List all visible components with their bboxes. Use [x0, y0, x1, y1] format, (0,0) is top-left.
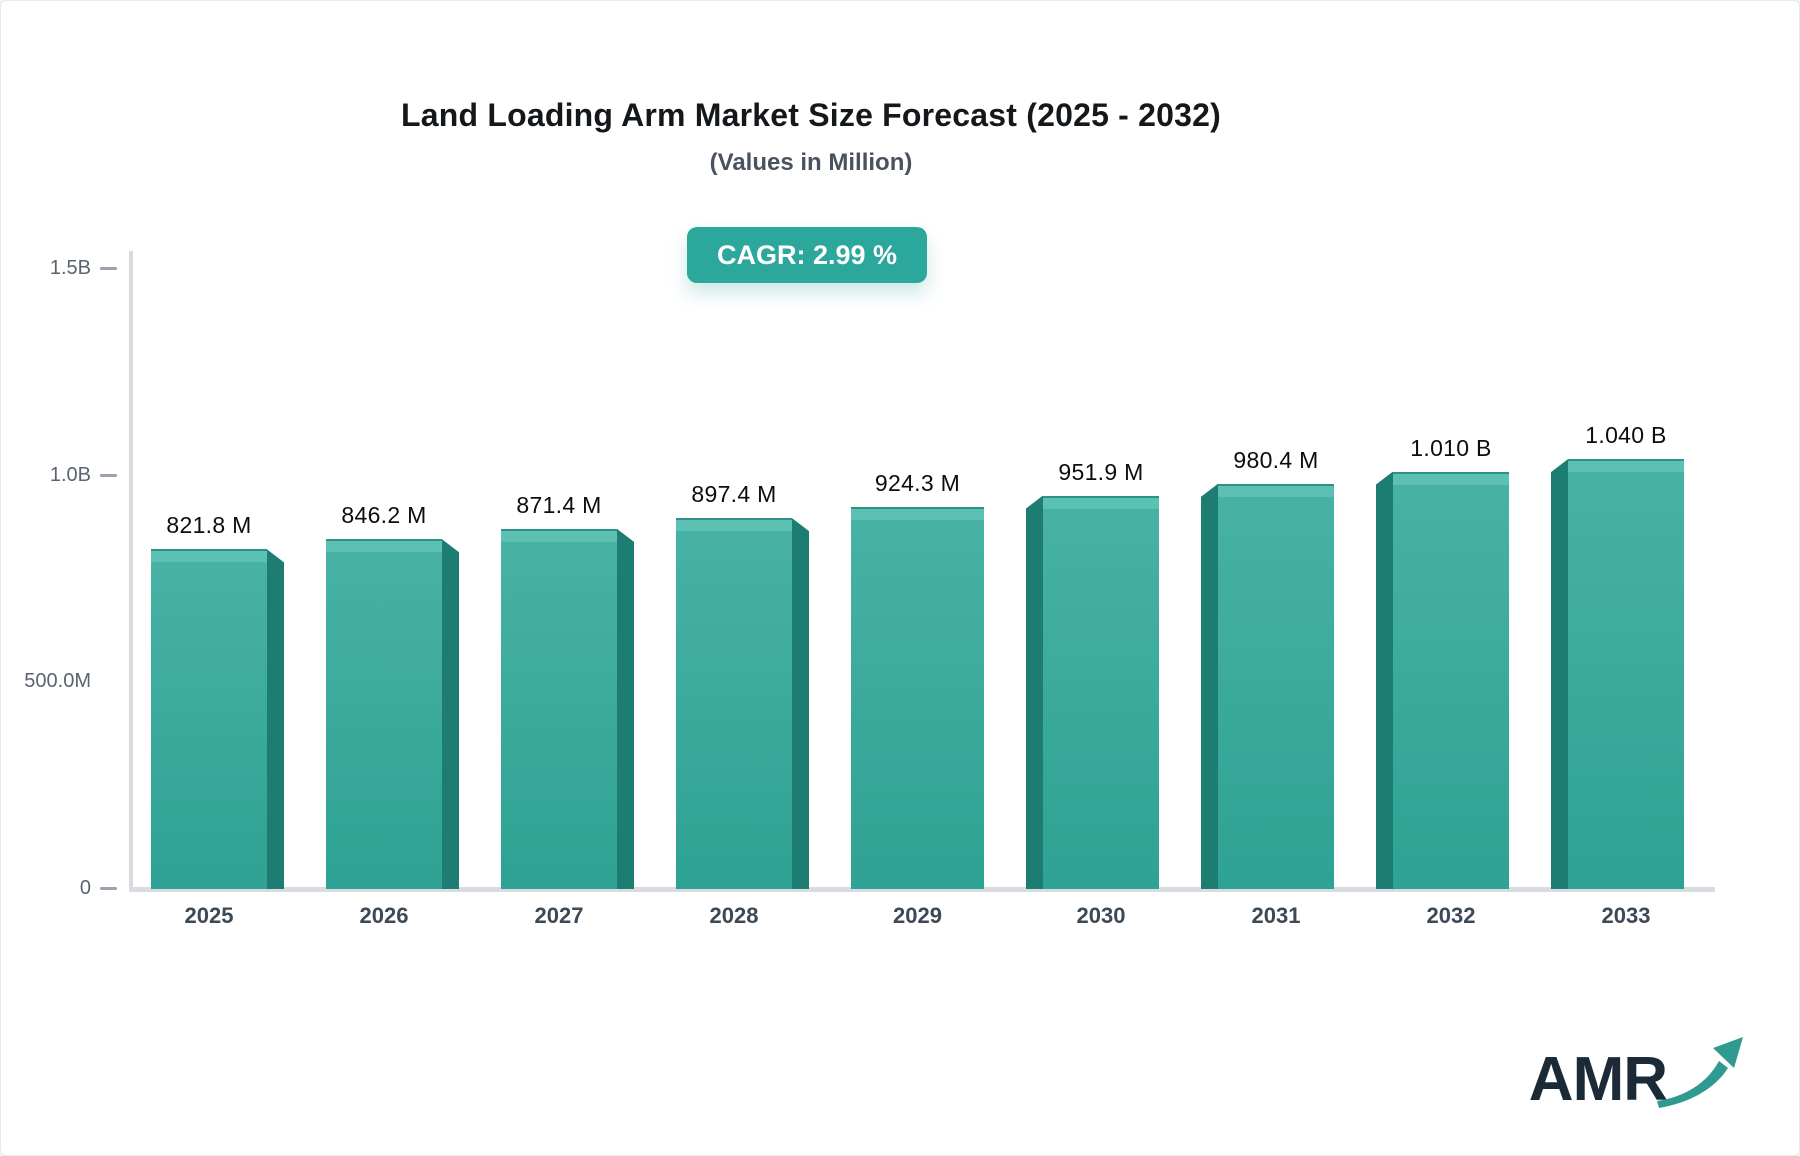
bar-top-face: [501, 528, 617, 542]
y-axis-tick: 1.0B: [1, 464, 129, 488]
y-axis-tick-dash: [100, 887, 117, 890]
bar-value-label: 1.010 B: [1410, 434, 1492, 461]
bar-top-face: [1043, 495, 1159, 509]
bar-2025[interactable]: [151, 549, 284, 889]
bar-top-face: [1218, 483, 1334, 497]
y-axis-label: 1.0B: [49, 463, 91, 486]
page-subtitle: (Values in Million): [709, 149, 913, 176]
bar-value-label: 1.040 B: [1585, 422, 1667, 449]
bar-2030[interactable]: [1026, 495, 1159, 889]
y-axis-tick-dash: [100, 267, 117, 270]
x-axis-line: [129, 887, 1715, 892]
bar-front-face: [1218, 483, 1334, 889]
x-axis-label: 2026: [359, 903, 409, 928]
y-axis-label: 1.5B: [49, 257, 91, 279]
y-axis-label: 0: [79, 877, 91, 899]
bar-value-label: 980.4 M: [1233, 446, 1319, 473]
bar-front-face: [1043, 495, 1159, 889]
bar-value-label: 897.4 M: [691, 481, 777, 508]
growth-arrow-icon: [1657, 1037, 1743, 1108]
x-axis-label: 2029: [893, 903, 942, 928]
y-axis-tick: 500.0M: [1, 670, 129, 694]
amr-logo: AMR: [1529, 1035, 1747, 1111]
bar-front-face: [851, 506, 984, 889]
bar-side-face: [1376, 471, 1393, 889]
bar-2031[interactable]: [1201, 483, 1334, 889]
bar-front-face: [501, 528, 617, 889]
bar-side-face: [617, 528, 634, 889]
bar-value-label: 846.2 M: [341, 502, 427, 529]
amr-logo-text: AMR: [1528, 1045, 1668, 1114]
bar-top-face: [1393, 471, 1509, 485]
x-axis-label: 2027: [534, 903, 584, 928]
x-axis-label: 2030: [1076, 903, 1126, 928]
cagr-badge: CAGR: 2.99 %: [687, 227, 928, 283]
bar-side-face: [267, 549, 284, 889]
bar-side-face: [442, 539, 459, 889]
bar-2032[interactable]: [1376, 471, 1509, 889]
x-axis-label: 2032: [1426, 903, 1476, 928]
bar-value-label: 871.4 M: [516, 491, 602, 518]
bar-top-face: [326, 539, 442, 553]
bar-2028[interactable]: [676, 518, 809, 889]
bar-top-face: [151, 549, 267, 563]
bar-2029[interactable]: [851, 506, 984, 889]
bar-front-face: [326, 539, 442, 889]
x-axis-label: 2031: [1251, 903, 1301, 928]
bar-side-face: [1026, 495, 1043, 889]
bar-top-face: [851, 506, 984, 520]
y-axis-tick-dash: [100, 473, 117, 477]
bar-value-label: 924.3 M: [874, 469, 961, 496]
x-axis-label: 2028: [709, 903, 759, 928]
bar-value-label: 821.8 M: [166, 512, 252, 539]
x-axis-label: 2033: [1601, 903, 1651, 928]
y-axis-label: 500.0M: [24, 670, 91, 693]
x-axis-label: 2025: [184, 903, 234, 928]
bar-front-face: [151, 549, 267, 889]
y-axis-tick: 0: [1, 877, 129, 901]
y-axis-line: [129, 251, 133, 889]
bar-side-face: [1551, 459, 1568, 889]
bar-front-face: [676, 518, 792, 889]
page-title: Land Loading Arm Market Size Forecast (2…: [401, 97, 1221, 133]
bar-top-face: [1568, 459, 1684, 473]
bar-front-face: [1568, 459, 1684, 889]
bar-2033[interactable]: [1551, 459, 1684, 889]
bar-front-face: [1393, 471, 1509, 889]
bar-side-face: [792, 518, 809, 889]
y-axis-tick: 1.5B: [1, 257, 129, 281]
bar-2026[interactable]: [326, 539, 459, 889]
bar-top-face: [676, 518, 792, 532]
bar-value-label: 951.9 M: [1058, 458, 1144, 485]
bar-2027[interactable]: [501, 528, 634, 889]
bar-side-face: [1201, 483, 1218, 889]
